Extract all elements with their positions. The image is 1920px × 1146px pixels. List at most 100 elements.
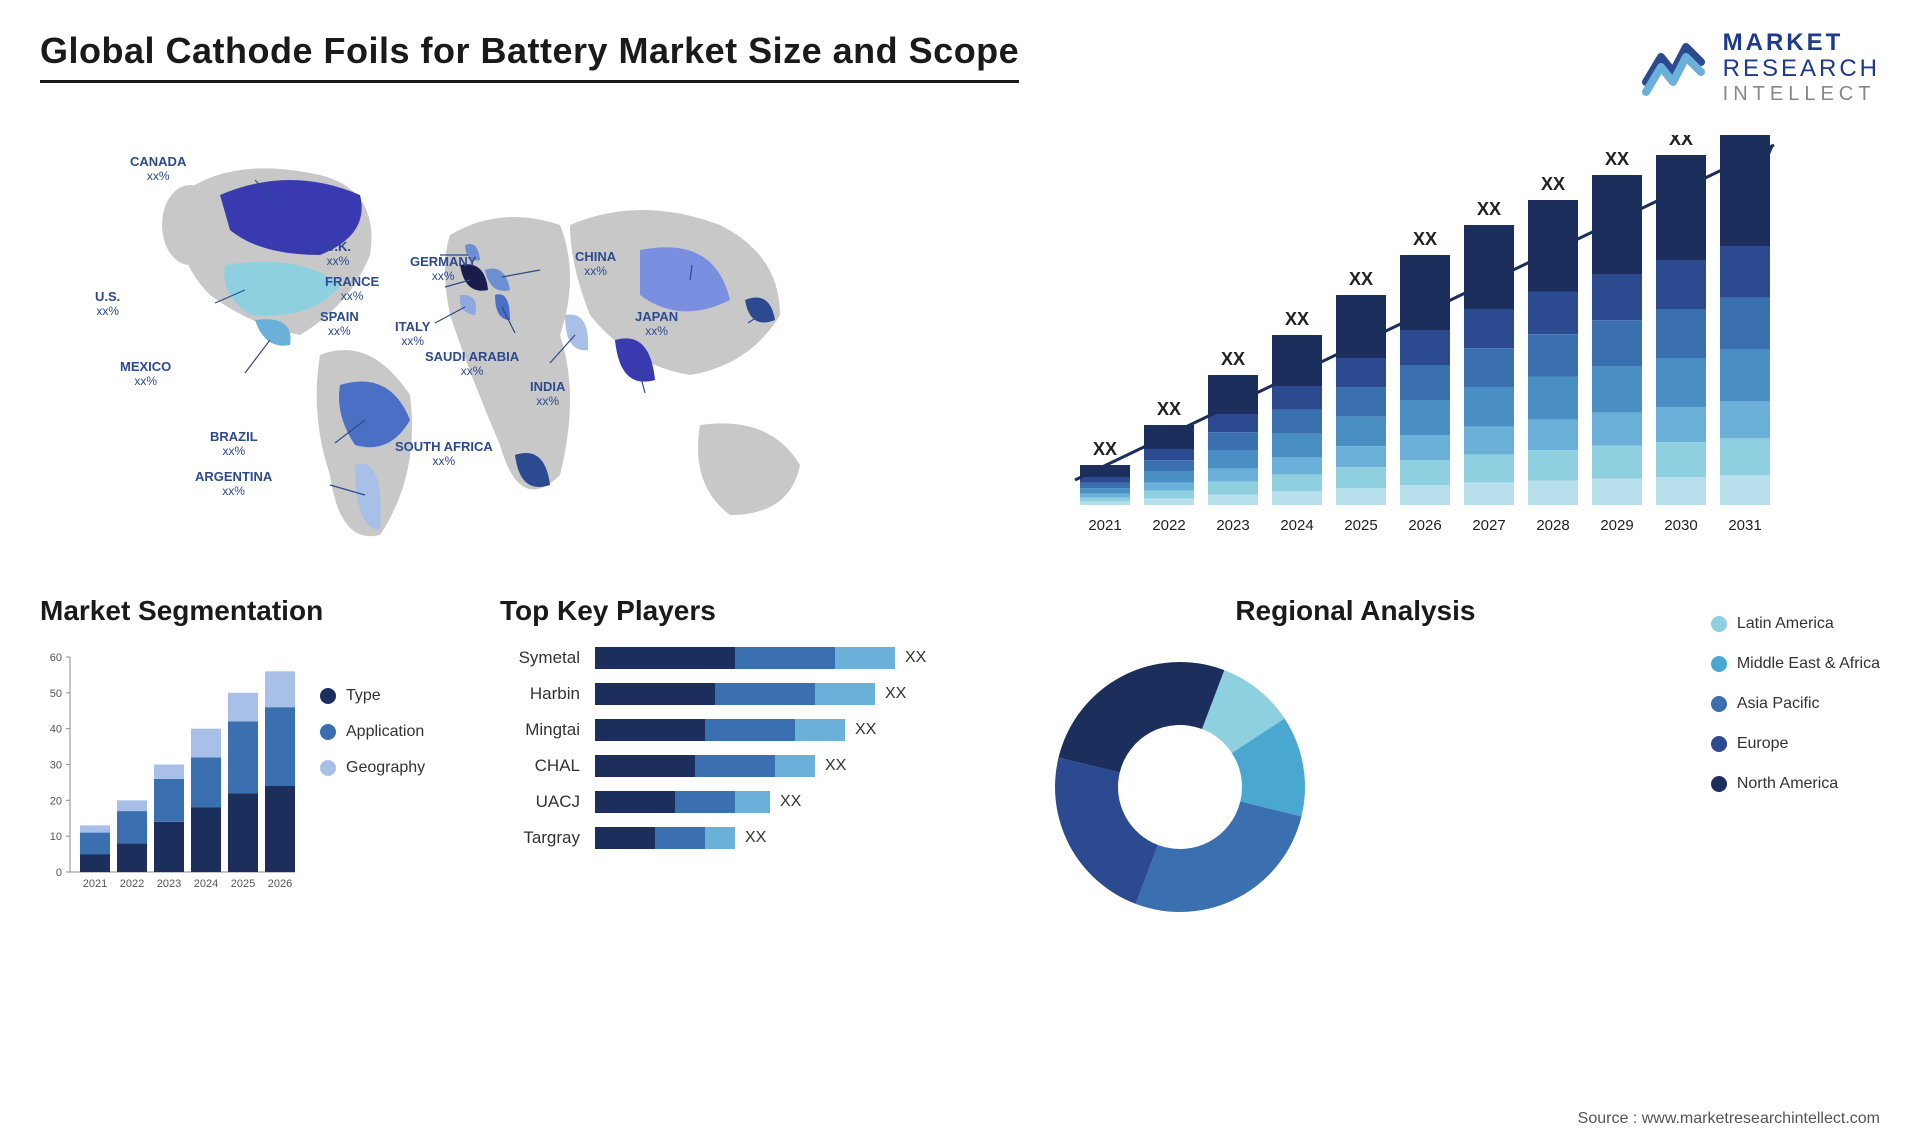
seg-bar-seg bbox=[228, 693, 258, 722]
bottom-row: Market Segmentation 01020304050602021202… bbox=[40, 595, 1880, 927]
growth-bar-label: XX bbox=[1285, 309, 1309, 329]
growth-bar-seg bbox=[1272, 433, 1322, 457]
growth-bar-seg bbox=[1272, 457, 1322, 474]
regional-donut bbox=[1030, 647, 1330, 927]
svg-text:2021: 2021 bbox=[83, 878, 107, 890]
world-map-panel: CANADAxx%U.S.xx%MEXICOxx%BRAZILxx%ARGENT… bbox=[40, 135, 940, 555]
growth-bar-seg bbox=[1144, 425, 1194, 449]
player-row: HarbinXX bbox=[500, 683, 1000, 705]
top-row: CANADAxx%U.S.xx%MEXICOxx%BRAZILxx%ARGENT… bbox=[40, 135, 1880, 555]
growth-bar-seg bbox=[1656, 407, 1706, 442]
svg-text:2022: 2022 bbox=[120, 878, 144, 890]
growth-bar-seg bbox=[1400, 365, 1450, 400]
regional-title: Regional Analysis bbox=[1030, 595, 1681, 627]
growth-bar-seg bbox=[1464, 309, 1514, 348]
map-label: U.S.xx% bbox=[95, 290, 120, 319]
player-bar-seg bbox=[815, 683, 875, 705]
growth-year-label: 2021 bbox=[1088, 517, 1121, 534]
seg-bar-seg bbox=[265, 707, 295, 786]
map-label: U.K.xx% bbox=[325, 240, 351, 269]
growth-bar-seg bbox=[1080, 488, 1130, 494]
growth-bar-label: XX bbox=[1413, 229, 1437, 249]
legend-label: North America bbox=[1737, 775, 1838, 793]
growth-year-label: 2027 bbox=[1472, 517, 1505, 534]
seg-bar-seg bbox=[154, 822, 184, 872]
growth-bar-seg bbox=[1336, 446, 1386, 467]
growth-bar-seg bbox=[1336, 467, 1386, 488]
seg-bar-seg bbox=[228, 721, 258, 793]
svg-text:30: 30 bbox=[50, 759, 62, 771]
growth-bar-seg bbox=[1464, 482, 1514, 504]
segmentation-chart: 0102030405060202120222023202420252026 bbox=[40, 647, 300, 897]
svg-text:2026: 2026 bbox=[268, 878, 292, 890]
growth-bar-seg bbox=[1720, 298, 1770, 350]
region-legend-item: North America bbox=[1711, 775, 1880, 793]
player-name: UACJ bbox=[500, 792, 580, 812]
region-legend-item: Middle East & Africa bbox=[1711, 655, 1880, 673]
growth-chart: XX2021XX2022XX2023XX2024XX2025XX2026XX20… bbox=[980, 135, 1880, 555]
growth-bar-label: XX bbox=[1157, 399, 1181, 419]
seg-legend-item: Geography bbox=[320, 759, 425, 777]
growth-bar-seg bbox=[1272, 335, 1322, 386]
growth-bar-seg bbox=[1336, 488, 1386, 505]
growth-bar-seg bbox=[1592, 366, 1642, 412]
svg-text:2025: 2025 bbox=[231, 878, 255, 890]
seg-legend-item: Application bbox=[320, 723, 425, 741]
region-legend-item: Europe bbox=[1711, 735, 1880, 753]
player-bar-seg bbox=[595, 755, 695, 777]
growth-bar-seg bbox=[1080, 494, 1130, 498]
growth-bar-seg bbox=[1208, 450, 1258, 468]
growth-bar-seg bbox=[1400, 400, 1450, 435]
growth-bar-seg bbox=[1528, 450, 1578, 481]
player-bar-seg bbox=[595, 647, 735, 669]
growth-bar-seg bbox=[1592, 412, 1642, 445]
growth-bar-seg bbox=[1208, 481, 1258, 494]
player-bar bbox=[595, 755, 815, 777]
legend-dot-icon bbox=[1711, 736, 1727, 752]
player-bar-seg bbox=[675, 791, 735, 813]
seg-legend-item: Type bbox=[320, 687, 425, 705]
source-text: Source : www.marketresearchintellect.com bbox=[1578, 1110, 1880, 1128]
legend-label: Middle East & Africa bbox=[1737, 655, 1880, 673]
segmentation-panel: Market Segmentation 01020304050602021202… bbox=[40, 595, 470, 927]
player-row: SymetalXX bbox=[500, 647, 1000, 669]
player-bar-seg bbox=[595, 719, 705, 741]
growth-bar-seg bbox=[1336, 387, 1386, 416]
growth-year-label: 2028 bbox=[1536, 517, 1569, 534]
player-value: XX bbox=[745, 829, 766, 847]
growth-bar-seg bbox=[1720, 246, 1770, 298]
growth-bar-seg bbox=[1144, 460, 1194, 471]
seg-bar-seg bbox=[228, 793, 258, 872]
growth-bar-seg bbox=[1144, 449, 1194, 460]
growth-bar-seg bbox=[1464, 426, 1514, 454]
player-bar-seg bbox=[705, 719, 795, 741]
player-row: CHALXX bbox=[500, 755, 1000, 777]
growth-bar-label: XX bbox=[1093, 439, 1117, 459]
growth-bar-seg bbox=[1208, 494, 1258, 504]
growth-year-label: 2023 bbox=[1216, 517, 1249, 534]
svg-text:0: 0 bbox=[56, 867, 62, 879]
player-bar-seg bbox=[835, 647, 895, 669]
growth-bar-seg bbox=[1400, 435, 1450, 460]
legend-label: Geography bbox=[346, 759, 425, 777]
player-bar-seg bbox=[595, 791, 675, 813]
growth-bar-seg bbox=[1592, 445, 1642, 478]
growth-bar-seg bbox=[1528, 291, 1578, 334]
players-panel: Top Key Players SymetalXXHarbinXXMingtai… bbox=[500, 595, 1000, 927]
player-bar bbox=[595, 719, 845, 741]
svg-text:2024: 2024 bbox=[194, 878, 218, 890]
player-bar bbox=[595, 791, 770, 813]
player-bar-seg bbox=[655, 827, 705, 849]
growth-bar-seg bbox=[1464, 454, 1514, 482]
legend-label: Latin America bbox=[1737, 615, 1834, 633]
legend-label: Europe bbox=[1737, 735, 1789, 753]
growth-bar-seg bbox=[1528, 480, 1578, 504]
map-label: JAPANxx% bbox=[635, 310, 678, 339]
growth-bar-seg bbox=[1144, 482, 1194, 490]
growth-bar-seg bbox=[1656, 155, 1706, 260]
legend-label: Type bbox=[346, 687, 381, 705]
logo-text-3: INTELLECT bbox=[1723, 83, 1880, 105]
growth-bar-seg bbox=[1400, 330, 1450, 365]
growth-bar-seg bbox=[1720, 475, 1770, 505]
map-label: CHINAxx% bbox=[575, 250, 616, 279]
